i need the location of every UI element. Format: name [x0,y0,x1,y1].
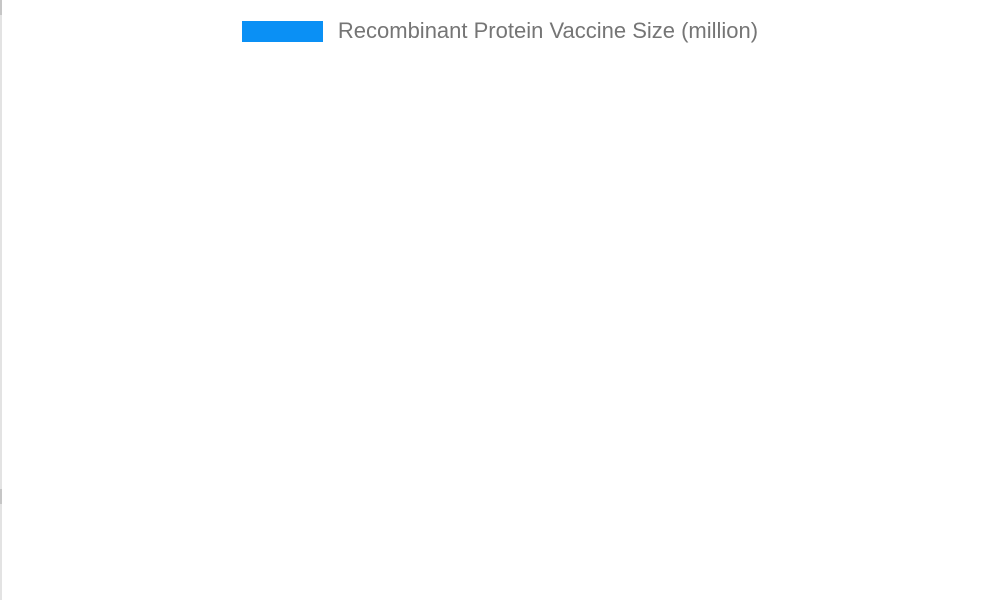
legend-label: Recombinant Protein Vaccine Size (millio… [337,18,759,43]
v-gridline [0,15,2,489]
chart-legend[interactable]: Recombinant Protein Vaccine Size (millio… [0,16,1000,46]
v-gridline [0,504,2,600]
x-tick-mark [0,0,2,15]
x-tick-mark [0,489,2,504]
legend-swatch-icon [241,20,323,42]
